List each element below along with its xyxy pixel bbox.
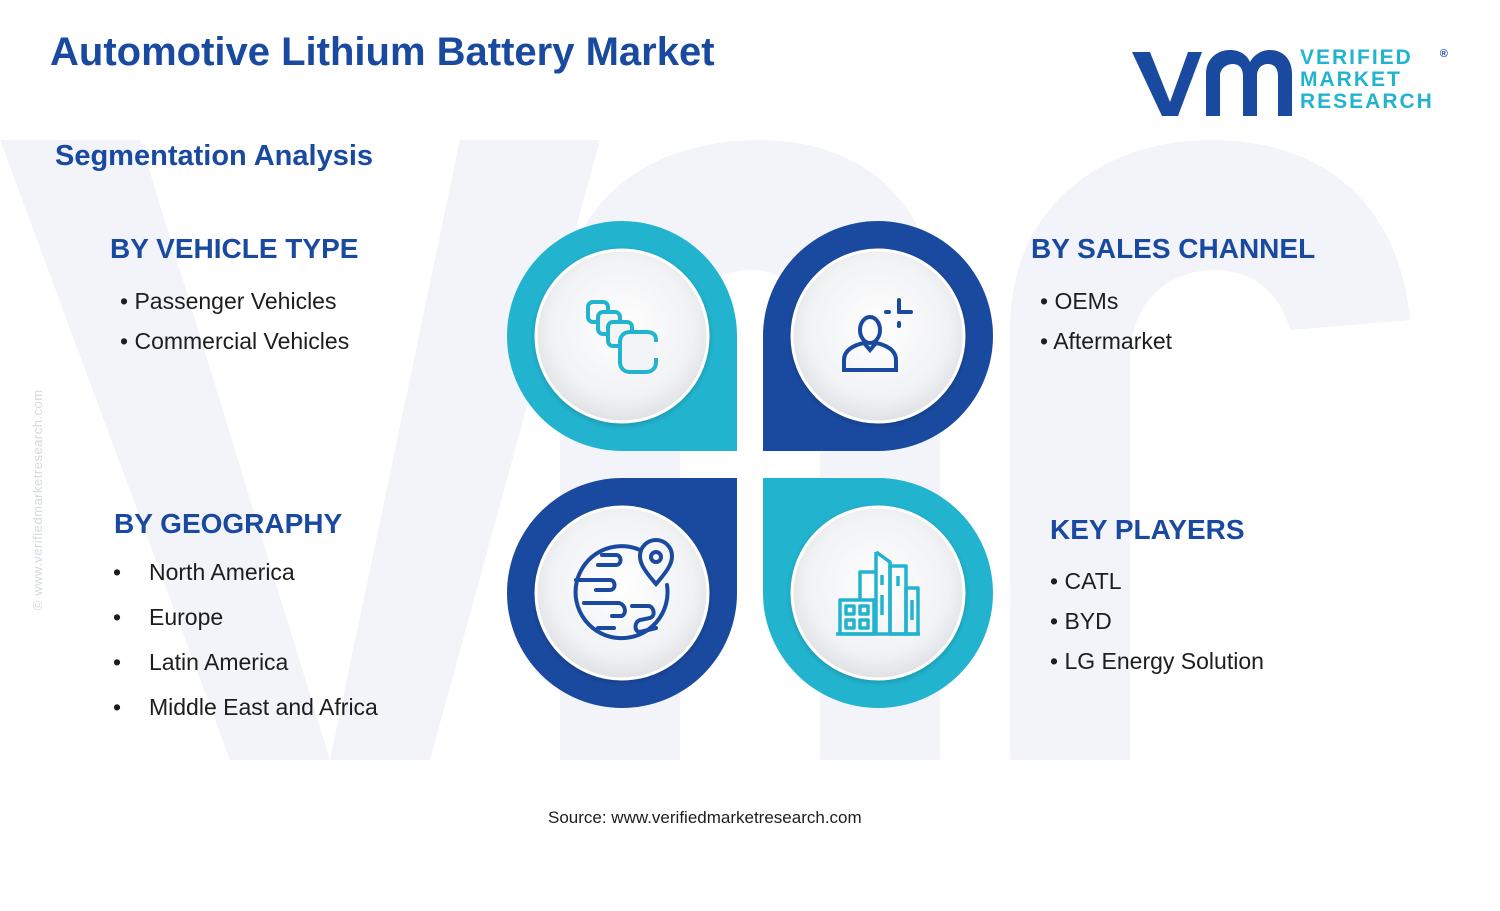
stacked-squares-icon xyxy=(586,300,658,374)
source-citation: Source: www.verifiedmarketresearch.com xyxy=(548,808,862,827)
quadrant-geography xyxy=(507,478,737,708)
list-item: • Aftermarket xyxy=(1040,328,1173,354)
list-sales-channel: • OEMs • Aftermarket xyxy=(1040,288,1172,368)
list-item: • North America xyxy=(113,559,295,585)
quadrant-sales-channel xyxy=(763,221,993,451)
list-item: • Middle East and Africa xyxy=(113,694,378,720)
list-item: • Latin America xyxy=(113,649,289,675)
vmr-logo: VERIFIED MARKET RESEARCH ® xyxy=(1130,44,1450,120)
heading-vehicle-type: BY VEHICLE TYPE xyxy=(110,233,359,264)
list-item: • Europe xyxy=(113,604,224,630)
person-plus-icon xyxy=(842,298,913,372)
list-item: • LG Energy Solution xyxy=(1050,648,1264,674)
list-geography: • North America • Europe • Latin America • M… xyxy=(113,559,378,739)
watermark-url: © www.verifiedmarketresearch.com xyxy=(30,389,45,610)
section-subtitle: Segmentation Analysis xyxy=(55,140,374,172)
buildings-icon xyxy=(836,550,920,636)
logo-line-research: RESEARCH xyxy=(1300,90,1434,113)
logo-wordmark: VERIFIED MARKET RESEARCH ® xyxy=(1300,46,1448,113)
quadrant-key-players xyxy=(763,478,993,708)
list-item: • OEMs xyxy=(1040,288,1119,314)
list-vehicle-type: • Passenger Vehicles • Commercial Vehicl… xyxy=(120,288,349,368)
list-item: • Passenger Vehicles xyxy=(120,288,337,314)
page-title: Automotive Lithium Battery Market xyxy=(50,30,715,74)
list-key-players: • CATL • BYD • LG Energy Solution xyxy=(1050,568,1264,688)
vmr-monogram-icon xyxy=(1132,50,1292,116)
heading-key-players: KEY PLAYERS xyxy=(1050,514,1245,545)
heading-sales-channel: BY SALES CHANNEL xyxy=(1031,233,1316,264)
quadrant-vehicle-type xyxy=(507,221,737,451)
segment-quadrant-diagram xyxy=(507,221,993,708)
logo-line-verified: VERIFIED xyxy=(1300,46,1413,69)
list-item: • CATL xyxy=(1050,568,1122,594)
logo-line-market: MARKET xyxy=(1300,68,1402,91)
list-item: • Commercial Vehicles xyxy=(120,328,350,354)
list-item: • BYD xyxy=(1050,608,1112,634)
registered-mark: ® xyxy=(1439,48,1448,60)
heading-geography: BY GEOGRAPHY xyxy=(114,508,343,539)
globe-pin-icon xyxy=(573,538,675,641)
